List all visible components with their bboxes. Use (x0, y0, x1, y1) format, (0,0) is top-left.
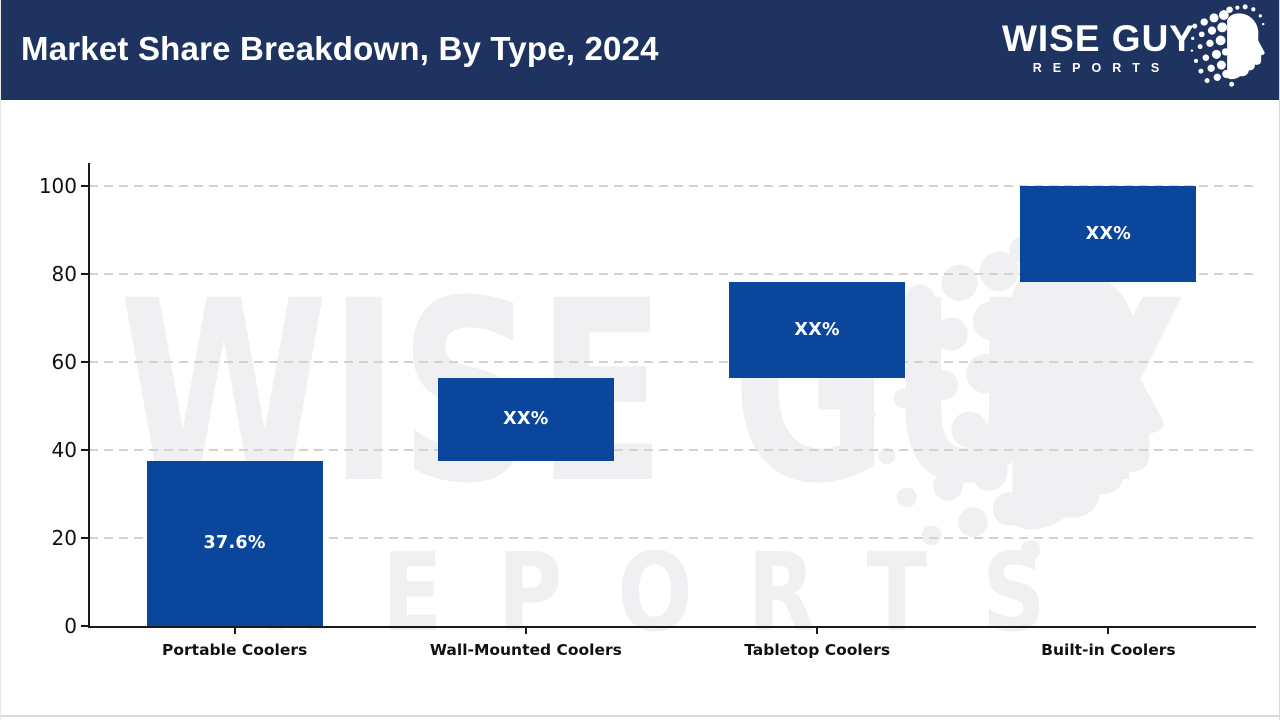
head-profile-dots-icon (1190, 4, 1265, 87)
x-category-label-wall-mounted-coolers: Wall-Mounted Coolers (429, 641, 622, 659)
x-category-label-portable-coolers: Portable Coolers (162, 641, 308, 659)
gridline-100 (89, 185, 1254, 187)
bar-tabletop-coolers: XX% (729, 281, 906, 378)
y-tick-mark-20 (81, 537, 89, 539)
header: Market Share Breakdown, By Type, 2024 WI… (1, 0, 1279, 100)
x-tick-mark-built-in-coolers (1107, 626, 1110, 634)
y-tick-label-80: 80 (51, 262, 77, 286)
brand-wordmark: WISE GUY REPORTS (1002, 19, 1195, 74)
watermark-subtext: REPORTS (259, 531, 1101, 656)
x-category-label-tabletop-coolers: Tabletop Coolers (744, 641, 891, 659)
x-category-label-built-in-coolers: Built-in Coolers (1041, 641, 1176, 659)
x-tick-mark-wall-mounted-coolers (524, 626, 527, 634)
x-axis (88, 626, 1256, 628)
waterfall-chart: WISE GUY REPORTS 37.6% XX% XX% XX% 0 20 40 60 8… (1, 100, 1279, 720)
x-tick-mark-tabletop-coolers (816, 626, 819, 634)
gridline-40 (89, 449, 1254, 451)
y-tick-label-0: 0 (64, 614, 77, 638)
bar-portable-coolers: 37.6% (146, 460, 323, 626)
page-title: Market Share Breakdown, By Type, 2024 (21, 30, 659, 67)
bar-value-label-portable-coolers: 37.6% (203, 533, 266, 554)
y-tick-label-60: 60 (51, 350, 77, 374)
gridline-60 (89, 361, 1254, 363)
y-tick-mark-100 (81, 185, 89, 187)
y-tick-mark-60 (81, 361, 89, 363)
gridline-80 (89, 273, 1254, 275)
bar-value-label-tabletop-coolers: XX% (794, 319, 840, 340)
bar-wall-mounted-coolers: XX% (437, 377, 614, 461)
brand-name-text: WISE GUY (1001, 18, 1195, 60)
y-tick-label-20: 20 (51, 526, 77, 550)
bar-value-label-built-in-coolers: XX% (1085, 223, 1132, 244)
y-axis (88, 163, 90, 628)
bar-built-in-coolers: XX% (1020, 186, 1197, 282)
brand-subtext: REPORTS (1032, 61, 1171, 76)
y-tick-mark-40 (81, 449, 89, 451)
brand-logo: WISE GUY REPORTS (1002, 4, 1271, 90)
y-tick-mark-80 (81, 273, 89, 275)
y-tick-label-100: 100 (38, 174, 77, 198)
bottom-frame-line (1, 715, 1279, 717)
y-tick-mark-0 (81, 625, 89, 627)
bar-value-label-wall-mounted-coolers: XX% (503, 409, 549, 430)
x-tick-mark-portable-coolers (233, 626, 236, 634)
y-tick-label-40: 40 (51, 438, 77, 462)
gridline-20 (89, 537, 1254, 539)
